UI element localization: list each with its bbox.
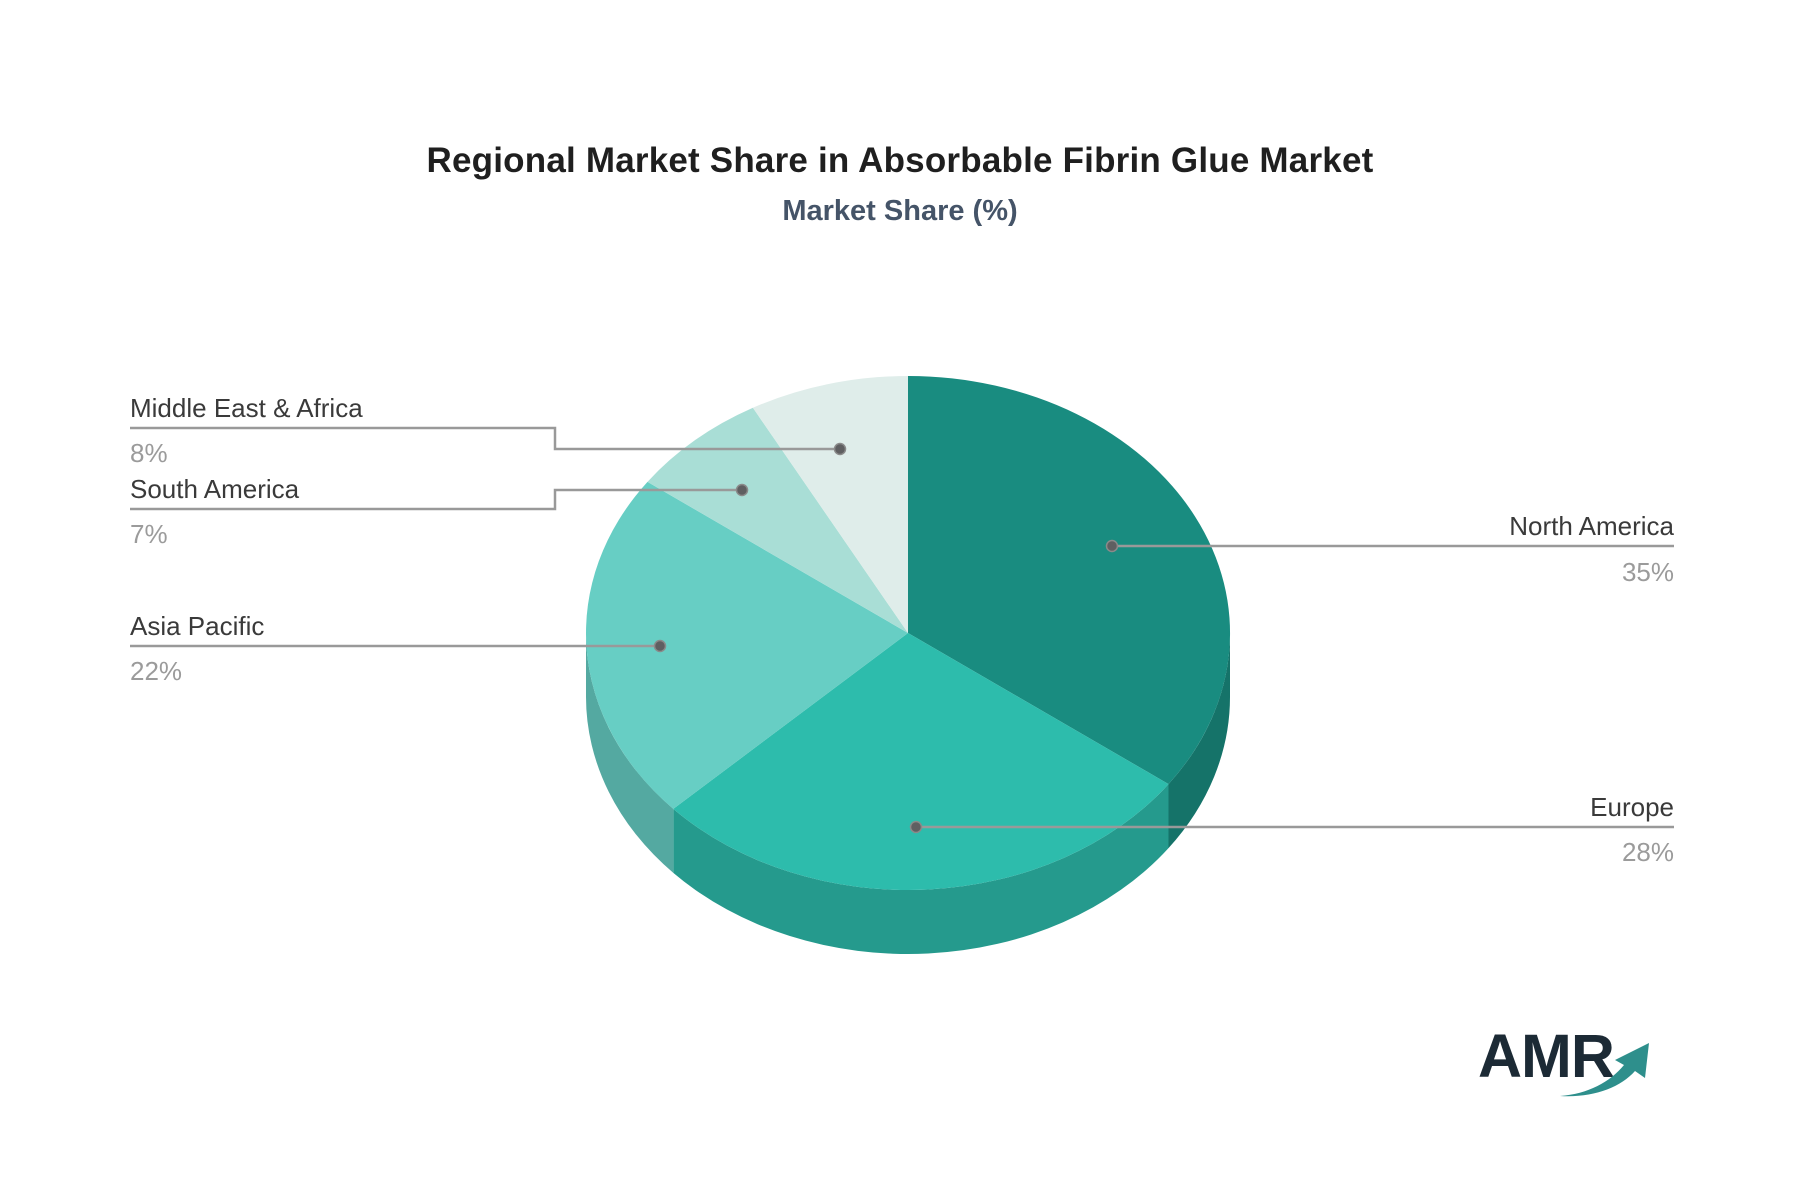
slice-value-north-america: 35% bbox=[1621, 557, 1674, 587]
slice-value-asia-pacific: 22% bbox=[130, 656, 183, 686]
pie-slice[interactable] bbox=[908, 376, 1231, 785]
leader-line-south-america bbox=[130, 488, 742, 511]
leader-dot-middle-east-africa bbox=[833, 442, 847, 456]
slice-label-europe: Europe bbox=[1590, 792, 1674, 822]
pie-slice-side bbox=[1168, 633, 1230, 849]
leader-dot-europe bbox=[909, 820, 923, 834]
leader-dot-asia-pacific bbox=[653, 639, 667, 653]
slice-value-south-america: 7% bbox=[130, 519, 168, 549]
pie-slice[interactable] bbox=[752, 376, 908, 633]
leader-dots bbox=[653, 442, 1119, 834]
chart-title: Regional Market Share in Absorbable Fibr… bbox=[426, 141, 1374, 180]
pie-slice-side bbox=[673, 784, 1169, 954]
leader-line-middle-east-africa bbox=[130, 426, 840, 451]
pie-slice-side bbox=[586, 633, 674, 873]
slice-label-asia-pacific: Asia Pacific bbox=[130, 611, 265, 641]
slice-label-north-america: North America bbox=[1509, 511, 1674, 541]
pie-slice[interactable] bbox=[673, 633, 1169, 890]
leader-lines bbox=[130, 426, 1674, 829]
pie-slice[interactable] bbox=[647, 407, 909, 633]
pie-slice[interactable] bbox=[586, 481, 908, 809]
leader-dot-north-america bbox=[1105, 539, 1119, 553]
slice-value-europe: 28% bbox=[1621, 837, 1674, 867]
slice-label-middle-east-africa: Middle East & Africa bbox=[130, 393, 363, 423]
amr-logo-text: AMR bbox=[1478, 1022, 1615, 1090]
slice-label-south-america: South America bbox=[130, 474, 300, 504]
growth-arrow-icon bbox=[1560, 1043, 1649, 1097]
amr-logo: AMR bbox=[1478, 1026, 1668, 1106]
pie-slices bbox=[586, 376, 1231, 954]
leader-dot-south-america bbox=[735, 483, 749, 497]
slice-value-middle-east-africa: 8% bbox=[130, 438, 168, 468]
chart-subtitle: Market Share (%) bbox=[782, 195, 1018, 227]
